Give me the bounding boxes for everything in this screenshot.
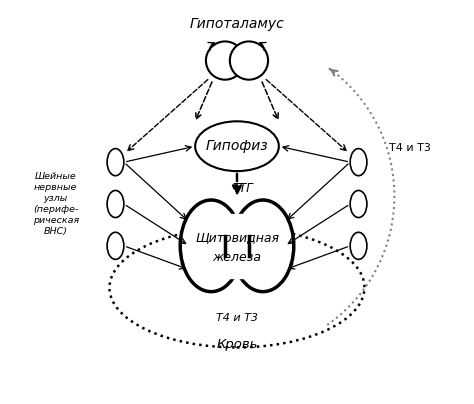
Text: Щитовидная: Щитовидная bbox=[195, 231, 279, 244]
Text: Т4 и Т3: Т4 и Т3 bbox=[216, 313, 258, 322]
Text: Т4 и Т3: Т4 и Т3 bbox=[389, 143, 431, 153]
Text: Гипоталамус: Гипоталамус bbox=[190, 17, 284, 31]
Text: железа: железа bbox=[212, 251, 262, 264]
Circle shape bbox=[206, 42, 244, 80]
Text: Шейные
нервные
узлы
(перифе-
рическая
ВНС): Шейные нервные узлы (перифе- рическая ВН… bbox=[33, 172, 79, 236]
Text: Кровь: Кровь bbox=[216, 338, 258, 351]
Ellipse shape bbox=[107, 149, 124, 176]
Ellipse shape bbox=[350, 232, 367, 259]
Ellipse shape bbox=[350, 190, 367, 217]
Ellipse shape bbox=[107, 190, 124, 217]
Circle shape bbox=[230, 42, 268, 80]
Text: Гипофиз: Гипофиз bbox=[206, 139, 268, 153]
Ellipse shape bbox=[232, 200, 294, 292]
Bar bbox=[225, 214, 249, 278]
Ellipse shape bbox=[107, 232, 124, 259]
Ellipse shape bbox=[180, 200, 242, 292]
Ellipse shape bbox=[350, 149, 367, 176]
Ellipse shape bbox=[195, 121, 279, 171]
Text: ТТГ: ТТГ bbox=[233, 181, 253, 195]
